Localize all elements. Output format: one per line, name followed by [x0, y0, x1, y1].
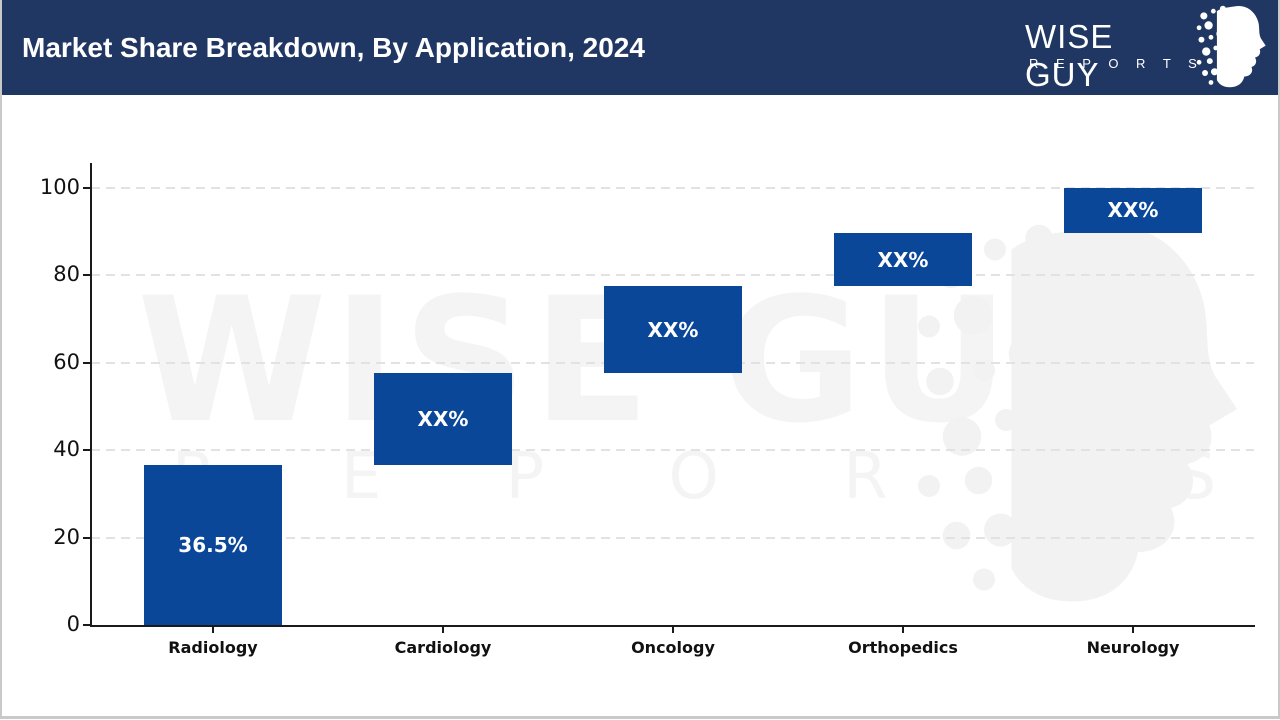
x-axis-line: [90, 625, 1255, 627]
logo-subtitle: R E P O R T S: [1029, 56, 1204, 71]
y-tick-mark: [83, 361, 90, 364]
x-tick-mark: [672, 627, 674, 633]
gridline: [91, 536, 1254, 539]
y-tick-label: 0: [66, 612, 80, 636]
gridline: [91, 186, 1254, 189]
bar-value-label: XX%: [417, 407, 469, 432]
category-label-radiology: Radiology: [168, 638, 258, 657]
x-tick-mark: [902, 627, 904, 633]
x-tick-mark: [442, 627, 444, 633]
y-tick-mark: [83, 186, 90, 189]
bar-neurology: XX%: [1064, 187, 1202, 234]
x-tick-mark: [212, 627, 214, 633]
bar-value-label: XX%: [1107, 198, 1159, 223]
y-tick-mark: [83, 536, 90, 539]
bar-cardiology: XX%: [374, 373, 512, 466]
category-label-neurology: Neurology: [1086, 638, 1180, 657]
category-label-cardiology: Cardiology: [394, 638, 492, 657]
gridline: [91, 449, 1254, 451]
logo-head-icon: [1196, 5, 1266, 88]
y-tick-label: 80: [53, 262, 80, 286]
y-tick-label: 100: [39, 174, 80, 199]
y-axis-line: [90, 163, 92, 627]
y-tick-label: 60: [53, 349, 80, 374]
x-tick-mark: [1132, 627, 1134, 633]
bar-value-label: 36.5%: [178, 533, 248, 558]
logo-wordmark: WISE GUY: [1025, 18, 1114, 93]
category-label-oncology: Oncology: [631, 638, 715, 657]
chart-area: WISE GUY R E P O R T S 0 20 40 60 80 100 36.5%…: [2, 95, 1280, 716]
y-tick-mark: [83, 274, 90, 276]
y-tick-label: 20: [53, 524, 80, 549]
y-tick-mark: [83, 624, 90, 626]
bar-value-label: XX%: [647, 317, 699, 342]
header-bar: Market Share Breakdown, By Application, …: [2, 0, 1278, 95]
gridline: [91, 274, 1254, 276]
bar-value-label: XX%: [877, 247, 929, 272]
category-label-orthopedics: Orthopedics: [848, 638, 958, 657]
bar-oncology: XX%: [604, 285, 742, 374]
y-tick-mark: [83, 449, 90, 451]
y-tick-label: 40: [53, 437, 80, 461]
bar-radiology: 36.5%: [144, 465, 282, 625]
page-title: Market Share Breakdown, By Application, …: [22, 31, 645, 63]
bar-orthopedics: XX%: [834, 233, 972, 286]
watermark-subtitle: R E P O R T S: [172, 440, 1269, 514]
brand-logo: WISE GUY R E P O R T S: [1025, 0, 1270, 95]
